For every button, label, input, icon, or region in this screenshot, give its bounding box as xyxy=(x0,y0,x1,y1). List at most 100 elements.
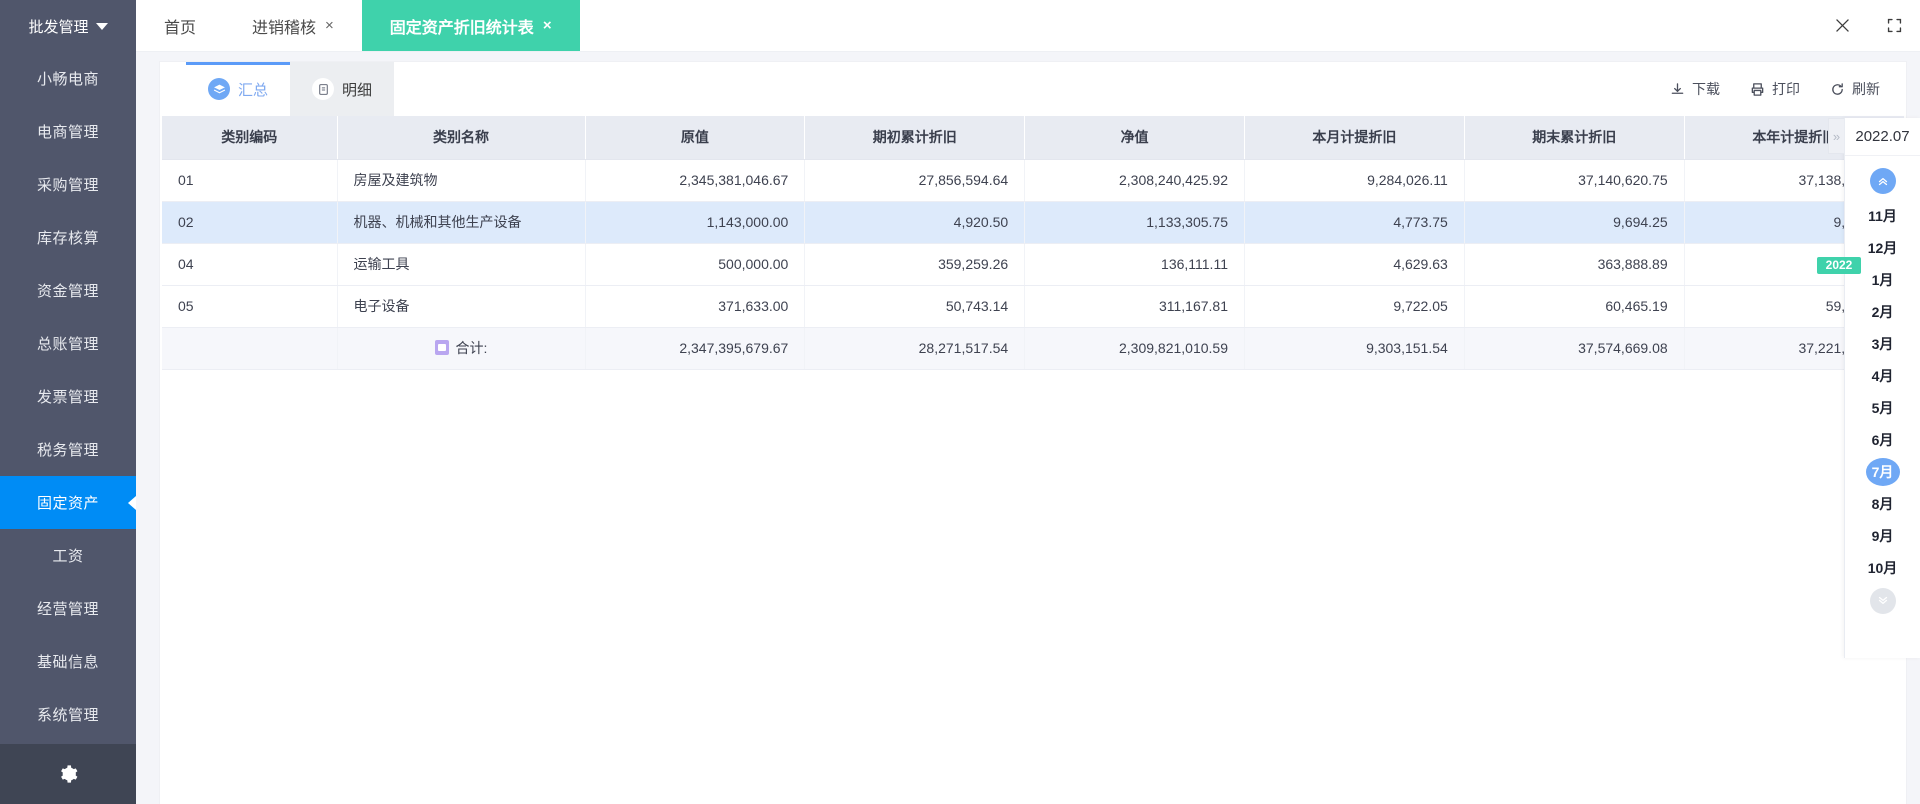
sidebar-item-12[interactable]: 系统管理 xyxy=(0,688,136,741)
date-panel-collapse-button[interactable]: » xyxy=(1828,118,1844,154)
sidebar-item-label: 小畅电商 xyxy=(36,71,99,88)
tab-close-icon[interactable]: × xyxy=(325,17,334,34)
table-total-row: 合计: 2,347,395,679.67 28,271,517.54 2,309,82… xyxy=(162,327,1904,370)
sidebar-item-3[interactable]: 库存核算 xyxy=(0,211,136,264)
sidebar-item-4[interactable]: 资金管理 xyxy=(0,264,136,317)
table-header-cell[interactable]: 类别名称 xyxy=(337,116,586,160)
table-header-cell[interactable]: 原值 xyxy=(585,116,806,160)
table-cell: 04 xyxy=(162,243,338,286)
toolbar-refresh-button[interactable]: 刷新 xyxy=(1830,79,1880,99)
period-month-item[interactable]: 1月 xyxy=(1871,272,1894,288)
table-cell: 371,633.00 xyxy=(585,285,806,328)
sidebar-item-label: 经营管理 xyxy=(36,601,99,618)
table-cell: 02 xyxy=(162,201,338,244)
period-month-item[interactable]: 11月 xyxy=(1868,208,1897,224)
depreciation-table: 类别编码 类别名称 原值 期初累计折旧 净值 本月计提折旧 期末累计折旧 本年计提折旧 01 房… xyxy=(162,116,1904,370)
period-month-row: 6月 xyxy=(1845,426,1920,454)
period-scroll-up-button[interactable] xyxy=(1869,168,1896,194)
table-row[interactable]: 01 房屋及建筑物 2,345,381,046.67 27,856,594.64 2,3… xyxy=(162,159,1904,202)
table-cell: 136,111.11 xyxy=(1024,243,1245,286)
tab-list: 首页 进销稽核 × 固定资产折旧统计表 × xyxy=(136,0,580,51)
toolbar-download-button[interactable]: 下载 xyxy=(1670,79,1720,99)
sidebar-item-label: 电商管理 xyxy=(36,124,99,141)
sidebar-item-10[interactable]: 经营管理 xyxy=(0,582,136,635)
table-total-cell: 2,347,395,679.67 xyxy=(585,327,806,370)
toolbar-printer-button[interactable]: 打印 xyxy=(1750,79,1800,99)
view-mode-switch: 汇总 明细 xyxy=(160,62,395,116)
sidebar-settings-button[interactable] xyxy=(0,744,136,804)
toolbar-action-label: 刷新 xyxy=(1852,81,1880,97)
table-cell: 500,000.00 xyxy=(585,243,806,286)
sidebar-item-9[interactable]: 工资 xyxy=(0,529,136,582)
period-month-item[interactable]: 6月 xyxy=(1871,432,1894,448)
period-month-row: 5月 xyxy=(1845,394,1920,422)
period-month-row: 10月 xyxy=(1845,554,1920,582)
sidebar-item-5[interactable]: 总账管理 xyxy=(0,317,136,370)
table-cell: 9,284,026.11 xyxy=(1244,159,1465,202)
period-month-list: 11月 12月 2022 1月 2月 3月 4月 5月 6月 7月 8月 9月 10月 xyxy=(1817,156,1920,658)
window-close-button[interactable] xyxy=(1816,0,1868,51)
period-month-item[interactable]: 8月 xyxy=(1871,496,1894,512)
period-month-item[interactable]: 12月 xyxy=(1867,240,1898,256)
printer-icon xyxy=(1751,82,1764,96)
report-toolbar: 汇总 明细 下载 打印 刷新 xyxy=(160,62,1906,116)
table-header-cell[interactable]: 净值 xyxy=(1024,116,1245,160)
table-row[interactable]: 04 运输工具 500,000.00 359,259.26 136,111.11 4,62… xyxy=(162,243,1904,286)
period-month-item[interactable]: 5月 xyxy=(1871,400,1894,416)
window-fullscreen-button[interactable] xyxy=(1868,0,1920,51)
sidebar-item-6[interactable]: 发票管理 xyxy=(0,370,136,423)
period-month-row: 4月 xyxy=(1845,362,1920,390)
table-header-cell[interactable]: 本月计提折旧 xyxy=(1244,116,1465,160)
table-cell: 4,629.63 xyxy=(1244,243,1465,286)
period-month-item[interactable]: 10月 xyxy=(1867,560,1898,576)
view-mode-layers[interactable]: 汇总 xyxy=(186,62,291,116)
table-cell: 50,743.14 xyxy=(804,285,1026,328)
tab-1[interactable]: 进销稽核 × xyxy=(224,0,362,51)
period-month-row: 8月 xyxy=(1845,490,1920,518)
period-month-item[interactable]: 9月 xyxy=(1871,528,1894,544)
table-header-cell[interactable]: 期初累计折旧 xyxy=(804,116,1026,160)
sidebar-header[interactable]: 批发管理 xyxy=(0,0,136,52)
view-mode-list[interactable]: 明细 xyxy=(290,62,395,116)
sidebar-item-11[interactable]: 基础信息 xyxy=(0,635,136,688)
table-header-cell[interactable]: 期末累计折旧 xyxy=(1464,116,1685,160)
table-cell: 60,465.19 xyxy=(1464,285,1685,328)
table-cell: 2,308,240,425.92 xyxy=(1024,159,1245,202)
table-cell: 359,259.26 xyxy=(804,243,1026,286)
sidebar-item-1[interactable]: 电商管理 xyxy=(0,105,136,158)
period-month-item[interactable]: 3月 xyxy=(1871,336,1894,352)
layers-icon xyxy=(213,84,225,93)
table-row[interactable]: 02 机器、机械和其他生产设备 1,143,000.00 4,920.50 1,133,… xyxy=(162,201,1904,244)
sidebar-item-label: 系统管理 xyxy=(36,707,99,724)
tab-0[interactable]: 首页 xyxy=(136,0,224,51)
tab-2[interactable]: 固定资产折旧统计表 × xyxy=(361,0,580,51)
table-cell: 1,143,000.00 xyxy=(585,201,806,244)
view-mode-label: 汇总 xyxy=(238,81,269,99)
sidebar-item-7[interactable]: 税务管理 xyxy=(0,423,136,476)
table-cell: 9,722.05 xyxy=(1244,285,1465,328)
period-months: 11月 12月 2022 1月 2月 3月 4月 5月 6月 7月 8月 9月 10月 xyxy=(1817,202,1920,582)
sidebar-item-0[interactable]: 小畅电商 xyxy=(0,52,136,105)
sidebar-item-label: 采购管理 xyxy=(36,177,99,194)
tab-close-icon[interactable]: × xyxy=(542,17,552,34)
period-month-item[interactable]: 2月 xyxy=(1871,304,1894,320)
period-scroll-down-button[interactable] xyxy=(1869,588,1896,614)
sidebar-item-2[interactable]: 采购管理 xyxy=(0,158,136,211)
period-month-row: 2022 1月 xyxy=(1817,257,1920,294)
total-icon xyxy=(434,340,449,355)
period-current-value[interactable]: 2022.07 xyxy=(1845,118,1920,156)
period-month-item[interactable]: 7月 xyxy=(1865,458,1900,486)
sidebar-item-label: 总账管理 xyxy=(36,336,99,353)
table-row[interactable]: 05 电子设备 371,633.00 50,743.14 311,167.81 9,722… xyxy=(162,285,1904,328)
table-scroll-container[interactable]: 类别编码 类别名称 原值 期初累计折旧 净值 本月计提折旧 期末累计折旧 本年计提折旧 01 房… xyxy=(160,116,1906,804)
period-month-item[interactable]: 4月 xyxy=(1871,368,1894,384)
table-cell: 4,773.75 xyxy=(1244,201,1465,244)
sidebar-item-label: 发票管理 xyxy=(36,389,99,406)
table-head: 类别编码 类别名称 原值 期初累计折旧 净值 本月计提折旧 期末累计折旧 本年计提折旧 xyxy=(162,116,1904,160)
table-body: 01 房屋及建筑物 2,345,381,046.67 27,856,594.64 2,3… xyxy=(162,159,1904,370)
table-header-cell[interactable]: 类别编码 xyxy=(162,116,338,160)
sidebar-item-8[interactable]: 固定资产 xyxy=(0,476,136,529)
table-cell: 37,140,620.75 xyxy=(1464,159,1685,202)
table-total-cell: 9,303,151.54 xyxy=(1244,327,1465,370)
